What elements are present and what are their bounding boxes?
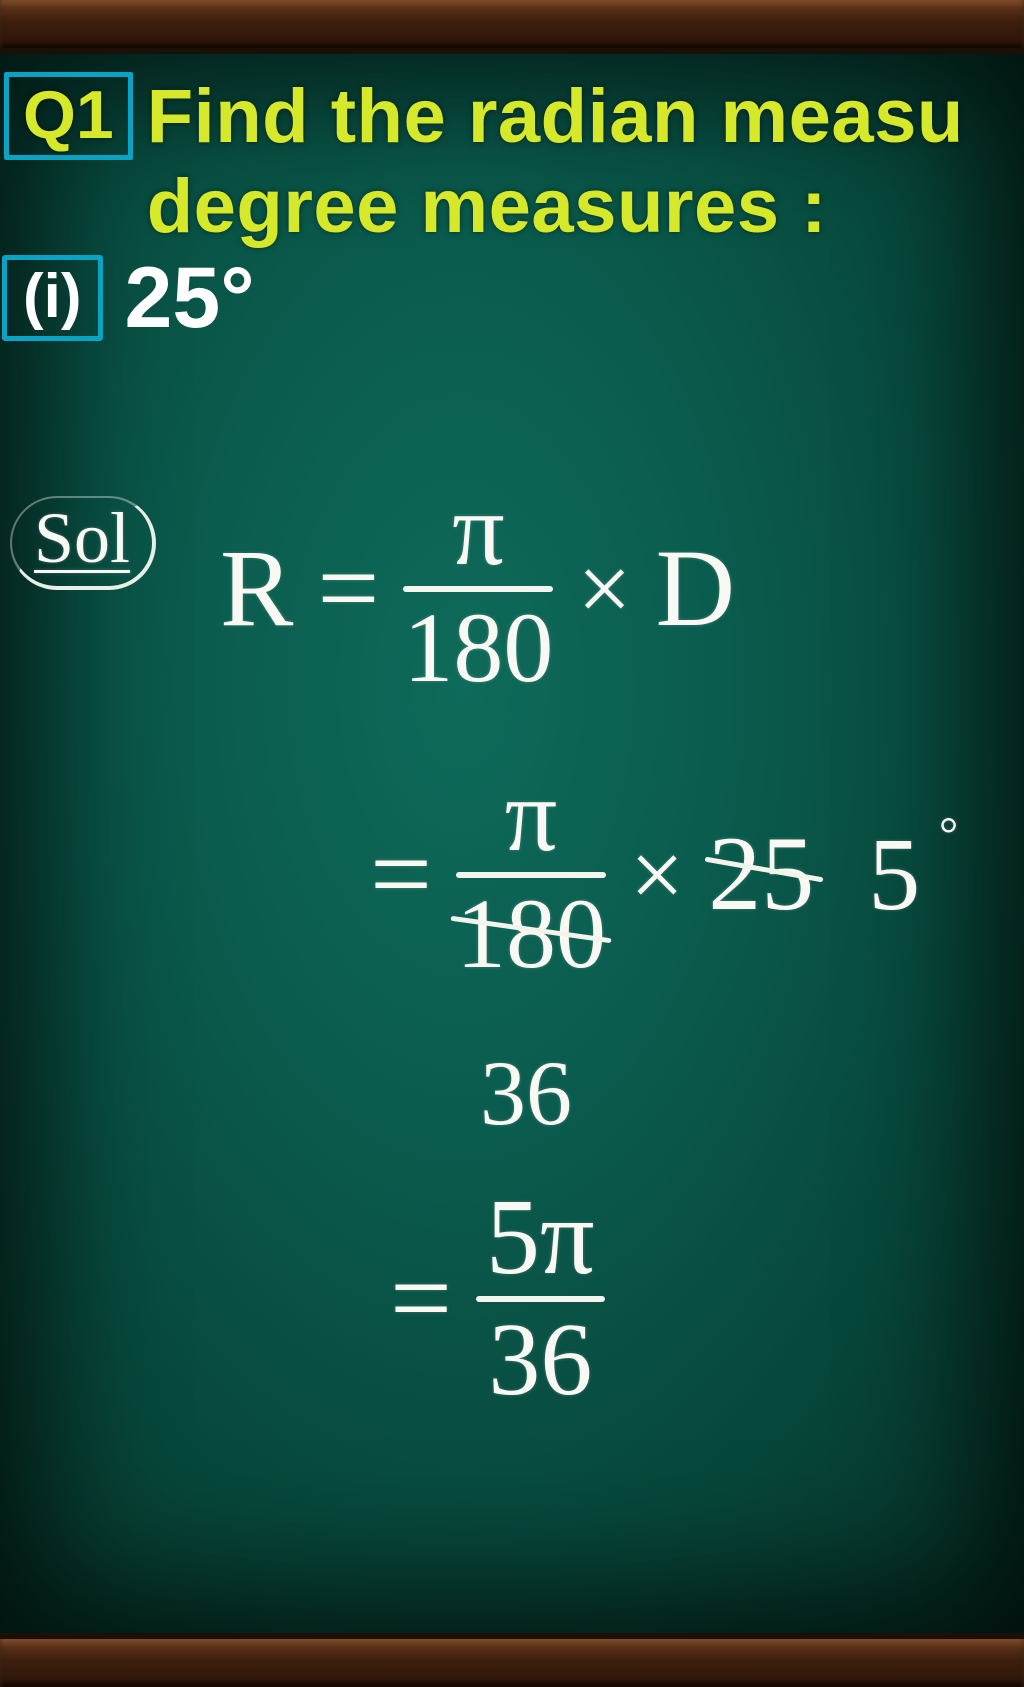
formula-times: × <box>577 533 631 644</box>
chalkboard: Q1 Find the radian measu degree measures… <box>0 48 1024 1639</box>
step2-times: × <box>630 819 684 930</box>
formula-lhs: R <box>220 533 293 643</box>
step2-mult-struck: 25 <box>708 813 814 935</box>
step2-multiplicand: 25 ° 5 <box>708 813 920 935</box>
question-text-line2: degree measures : <box>147 162 964 252</box>
result-eq: = <box>390 1243 452 1353</box>
step2-fraction: π 180 <box>456 764 606 984</box>
subpart-label-box: (i) <box>2 255 103 341</box>
chalkboard-frame-bottom <box>0 1639 1024 1687</box>
step2-frac-den-struck: 180 <box>456 878 606 984</box>
step2-frac-num: π <box>495 764 568 872</box>
step2-degree-mark: ° <box>939 807 958 862</box>
formula-fraction: π 180 <box>403 478 553 698</box>
formula-frac-den: 180 <box>403 592 553 698</box>
formula-rhs: D <box>656 533 735 643</box>
formula-eq: = <box>317 533 379 643</box>
result-fraction: 5π 36 <box>476 1184 605 1412</box>
result-num: 5π <box>476 1184 605 1296</box>
subpart-angle-value: 25° <box>125 255 255 341</box>
step2-reduced-den: 36 <box>480 1040 572 1146</box>
formula-frac-num: π <box>442 478 515 586</box>
result-den: 36 <box>488 1302 592 1412</box>
question-row: Q1 Find the radian measu degree measures… <box>4 72 1024 251</box>
question-number-box: Q1 <box>4 72 133 160</box>
result-line: = 5π 36 <box>390 1184 605 1412</box>
formula-line-1: R = π 180 × D <box>220 478 735 698</box>
step2-reduced-mult: 5 <box>868 815 920 934</box>
question-text-line1: Find the radian measu <box>147 74 964 159</box>
chalkboard-frame-top <box>0 0 1024 48</box>
step2-eq: = <box>370 819 432 929</box>
question-text: Find the radian measu degree measures : <box>147 72 964 251</box>
step2-line: = π 180 × 25 ° 5 <box>370 764 920 984</box>
subpart-row: (i) 25° <box>2 255 1024 341</box>
solution-label-pill: Sol <box>10 496 156 590</box>
